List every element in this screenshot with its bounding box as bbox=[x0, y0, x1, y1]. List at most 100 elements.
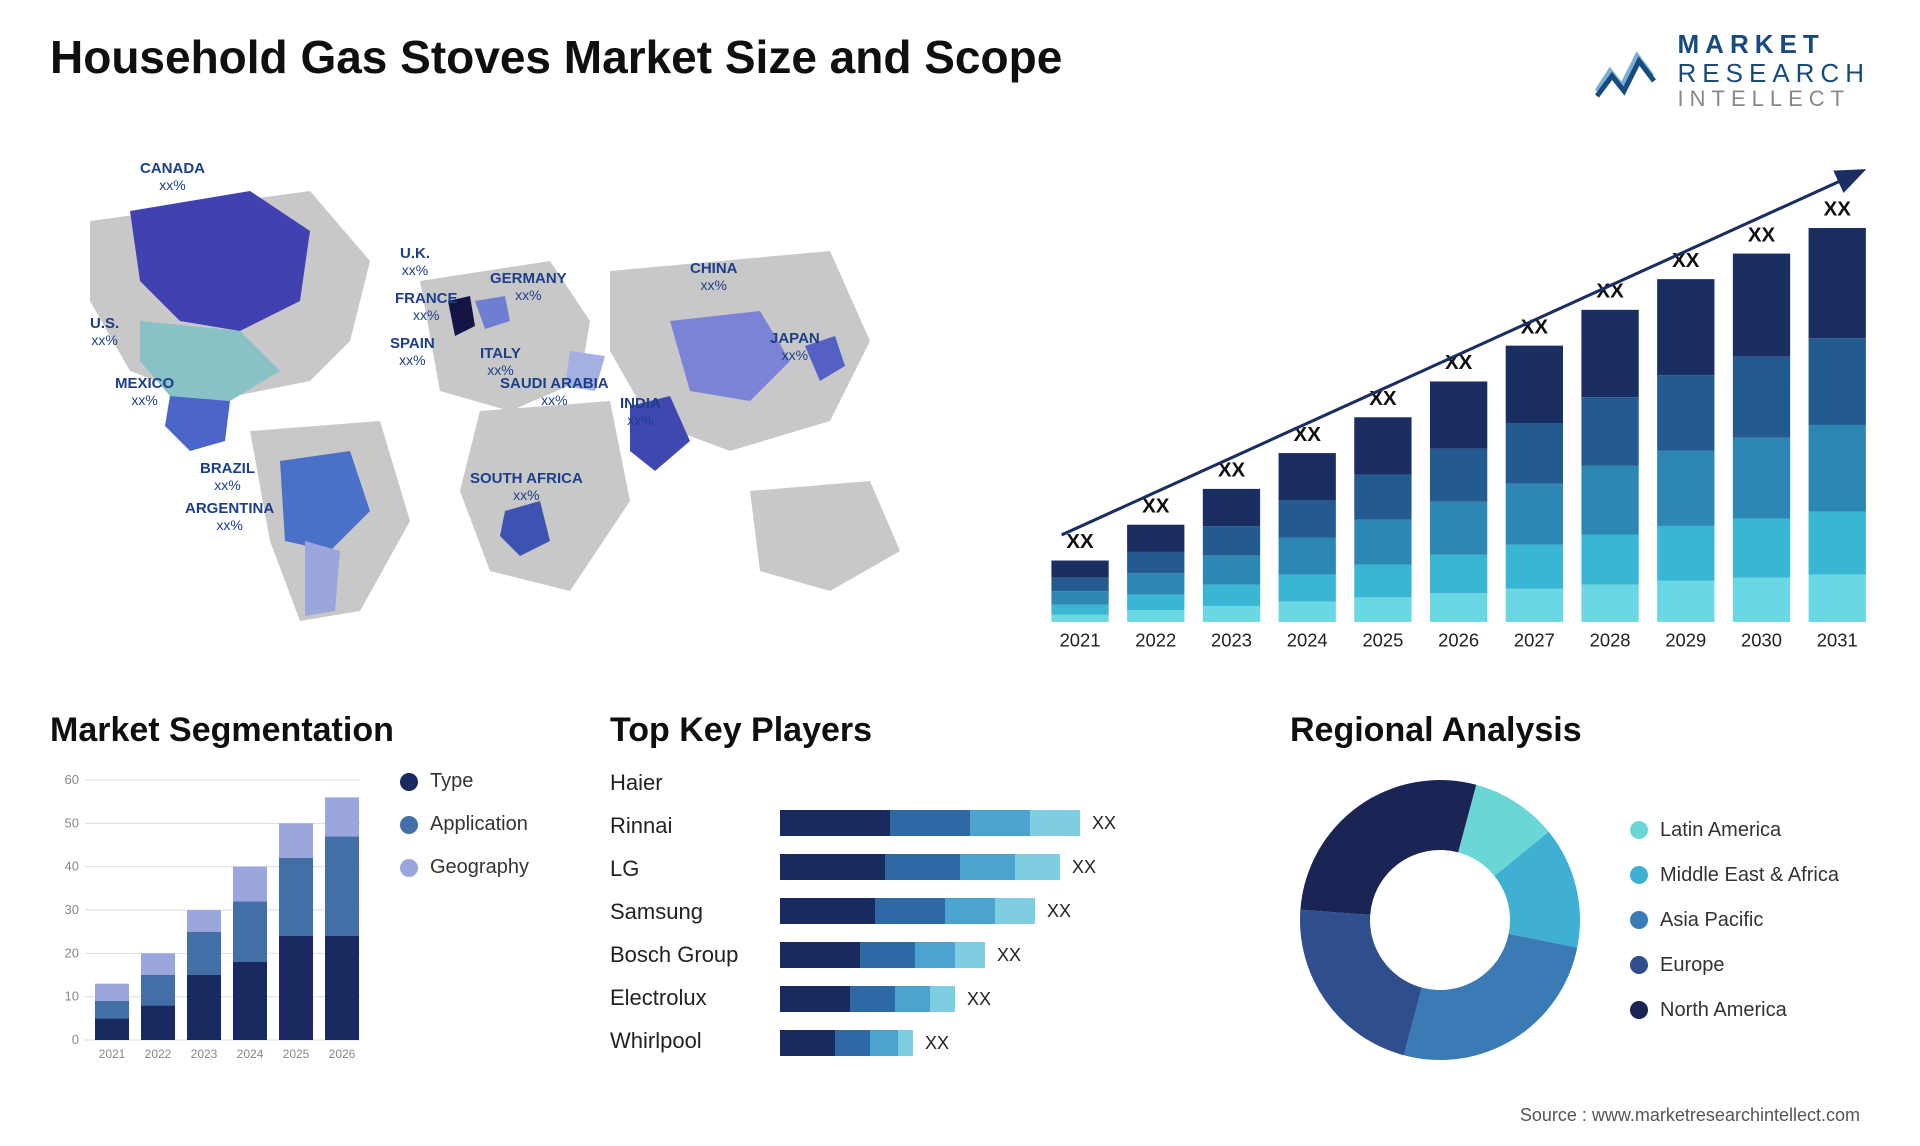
svg-text:2023: 2023 bbox=[191, 1047, 218, 1061]
player-bar bbox=[780, 986, 955, 1012]
player-bar-row: XX bbox=[780, 940, 1250, 970]
svg-text:30: 30 bbox=[65, 902, 79, 917]
legend-item: Application bbox=[400, 813, 529, 836]
player-bar-segment bbox=[890, 810, 970, 836]
player-bar bbox=[780, 942, 985, 968]
svg-text:2030: 2030 bbox=[1741, 630, 1782, 651]
svg-text:2024: 2024 bbox=[1287, 630, 1328, 651]
player-bar-segment bbox=[955, 942, 985, 968]
player-bar-segment bbox=[780, 854, 885, 880]
map-label: SOUTH AFRICAxx% bbox=[470, 471, 583, 504]
map-label: INDIAxx% bbox=[620, 396, 661, 429]
map-label: ARGENTINAxx% bbox=[185, 501, 274, 534]
segmentation-panel: Market Segmentation 01020304050602021202… bbox=[50, 711, 570, 1070]
legend-label: North America bbox=[1660, 999, 1787, 1022]
player-bar-segment bbox=[945, 898, 995, 924]
player-bar-value: XX bbox=[1092, 813, 1116, 834]
legend-label: Application bbox=[430, 813, 528, 836]
regional-title: Regional Analysis bbox=[1290, 711, 1870, 750]
svg-text:2024: 2024 bbox=[237, 1047, 264, 1061]
player-bar-segment bbox=[970, 810, 1030, 836]
player-bar bbox=[780, 1030, 913, 1056]
player-bar-segment bbox=[895, 986, 930, 1012]
legend-label: Latin America bbox=[1660, 819, 1781, 842]
legend-dot bbox=[1630, 911, 1648, 929]
svg-text:XX: XX bbox=[1824, 198, 1852, 221]
map-label: U.K.xx% bbox=[400, 246, 430, 279]
legend-dot bbox=[400, 859, 418, 877]
players-bars: XX XX XX XX XX XX bbox=[780, 770, 1250, 1058]
legend-dot bbox=[400, 816, 418, 834]
map-label: MEXICOxx% bbox=[115, 376, 174, 409]
legend-dot bbox=[1630, 866, 1648, 884]
player-bar-segment bbox=[995, 898, 1035, 924]
svg-text:50: 50 bbox=[65, 816, 79, 831]
player-bar-value: XX bbox=[1047, 901, 1071, 922]
regional-panel: Regional Analysis Latin America Middle Ea… bbox=[1290, 711, 1870, 1070]
player-bar bbox=[780, 854, 1060, 880]
player-bar-row: XX bbox=[780, 852, 1250, 882]
player-bar-row: XX bbox=[780, 984, 1250, 1014]
region-legend-item: Latin America bbox=[1630, 819, 1839, 842]
player-bar-segment bbox=[780, 810, 890, 836]
player-bar-segment bbox=[1030, 810, 1080, 836]
source-text: Source : www.marketresearchintellect.com bbox=[1520, 1105, 1860, 1126]
svg-text:XX: XX bbox=[1748, 224, 1776, 247]
svg-text:2025: 2025 bbox=[1362, 630, 1403, 651]
player-bar bbox=[780, 810, 1080, 836]
player-name: Samsung bbox=[610, 899, 770, 925]
region-legend-item: Asia Pacific bbox=[1630, 909, 1839, 932]
logo-icon bbox=[1592, 41, 1662, 101]
regional-donut bbox=[1290, 770, 1590, 1070]
legend-label: Asia Pacific bbox=[1660, 909, 1763, 932]
svg-text:20: 20 bbox=[65, 946, 79, 961]
logo-line2: RESEARCH bbox=[1678, 59, 1870, 88]
player-bar-segment bbox=[850, 986, 895, 1012]
player-bar-segment bbox=[1015, 854, 1060, 880]
player-bar-segment bbox=[870, 1030, 898, 1056]
map-label: GERMANYxx% bbox=[490, 271, 567, 304]
player-name: Haier bbox=[610, 770, 770, 796]
page-title: Household Gas Stoves Market Size and Sco… bbox=[50, 30, 1062, 84]
region-legend-item: North America bbox=[1630, 999, 1839, 1022]
svg-text:60: 60 bbox=[65, 772, 79, 787]
svg-text:10: 10 bbox=[65, 989, 79, 1004]
player-bar-segment bbox=[915, 942, 955, 968]
legend-label: Middle East & Africa bbox=[1660, 864, 1839, 887]
logo-text: MARKET RESEARCH INTELLECT bbox=[1678, 30, 1870, 111]
player-bar-row: XX bbox=[780, 808, 1250, 838]
player-bar-value: XX bbox=[925, 1033, 949, 1054]
svg-text:2021: 2021 bbox=[99, 1047, 126, 1061]
logo-line1: MARKET bbox=[1678, 30, 1870, 59]
legend-item: Type bbox=[400, 770, 529, 793]
player-name: Bosch Group bbox=[610, 942, 770, 968]
player-bar-segment bbox=[960, 854, 1015, 880]
region-legend-item: Europe bbox=[1630, 954, 1839, 977]
player-bar-segment bbox=[780, 898, 875, 924]
svg-text:2028: 2028 bbox=[1590, 630, 1631, 651]
player-bar-segment bbox=[860, 942, 915, 968]
legend-dot bbox=[1630, 821, 1648, 839]
segmentation-legend: TypeApplicationGeography bbox=[400, 770, 529, 1070]
player-bar-segment bbox=[835, 1030, 870, 1056]
svg-text:2025: 2025 bbox=[283, 1047, 310, 1061]
map-label: SAUDI ARABIAxx% bbox=[500, 376, 609, 409]
svg-text:XX: XX bbox=[1066, 531, 1094, 554]
growth-chart: XX2021XX2022XX2023XX2024XX2025XX2026XX20… bbox=[990, 141, 1870, 661]
header: Household Gas Stoves Market Size and Sco… bbox=[50, 30, 1870, 111]
player-bar-row: XX bbox=[780, 896, 1250, 926]
svg-text:2022: 2022 bbox=[145, 1047, 172, 1061]
legend-label: Type bbox=[430, 770, 473, 793]
player-bar-row: XX bbox=[780, 1028, 1250, 1058]
map-label: CHINAxx% bbox=[690, 261, 738, 294]
bottom-row: Market Segmentation 01020304050602021202… bbox=[50, 711, 1870, 1070]
region-legend-item: Middle East & Africa bbox=[1630, 864, 1839, 887]
svg-text:2027: 2027 bbox=[1514, 630, 1555, 651]
regional-legend: Latin America Middle East & Africa Asia Pa… bbox=[1630, 819, 1839, 1022]
legend-dot bbox=[400, 773, 418, 791]
map-label: BRAZILxx% bbox=[200, 461, 255, 494]
player-bar-segment bbox=[885, 854, 960, 880]
player-name: Rinnai bbox=[610, 813, 770, 839]
brand-logo: MARKET RESEARCH INTELLECT bbox=[1592, 30, 1870, 111]
player-bar-segment bbox=[780, 986, 850, 1012]
